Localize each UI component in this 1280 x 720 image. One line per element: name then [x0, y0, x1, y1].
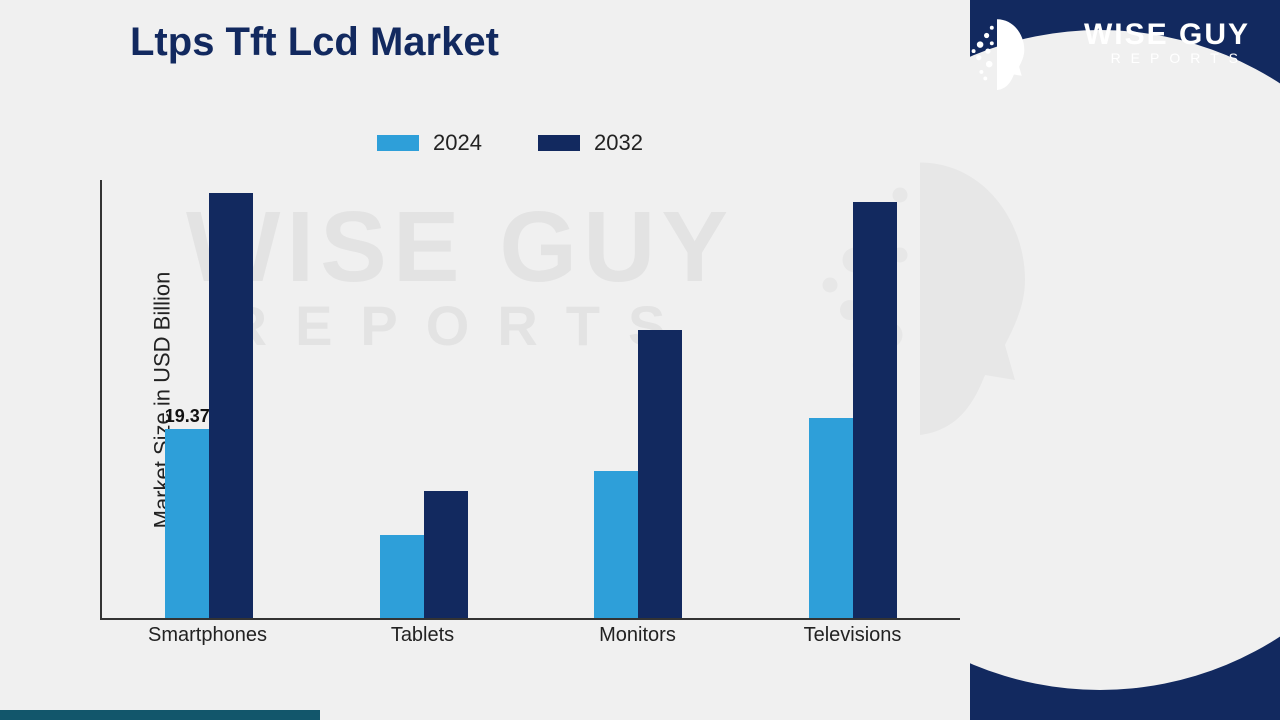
- stage: WISE GUY REPORTS Ltps Tft Lcd Market WIS…: [0, 0, 1280, 720]
- bar: [380, 535, 424, 618]
- bar-group: [558, 180, 718, 618]
- legend-swatch-2024: [377, 135, 419, 151]
- bar: [209, 193, 253, 618]
- x-tick-label: Tablets: [343, 624, 503, 647]
- bar: [424, 491, 468, 618]
- bar-group: 19.37: [129, 180, 289, 618]
- bottom-accent-bar: [0, 710, 320, 720]
- brand-line2: REPORTS: [1084, 50, 1250, 66]
- bar: [809, 418, 853, 618]
- legend-item-2024: 2024: [377, 130, 482, 156]
- bar-chart: 2024 2032 Market Size in USD Billion 19.…: [60, 130, 960, 670]
- x-axis-ticks: Smartphones Tablets Monitors Televisions: [100, 624, 960, 647]
- x-tick-label: Monitors: [558, 624, 718, 647]
- brand-head-icon: [962, 16, 1032, 94]
- x-tick-label: Smartphones: [128, 624, 288, 647]
- bar: [638, 330, 682, 618]
- brand-line1: WISE GUY: [1084, 18, 1250, 52]
- chart-title: Ltps Tft Lcd Market: [130, 20, 499, 65]
- legend-item-2032: 2032: [538, 130, 643, 156]
- bar-group: [773, 180, 933, 618]
- bar-value-label: 19.37: [165, 406, 210, 429]
- bar-groups: 19.37: [102, 180, 960, 618]
- legend-swatch-2032: [538, 135, 580, 151]
- bar: [594, 471, 638, 618]
- legend: 2024 2032: [60, 130, 960, 156]
- bar: 19.37: [165, 429, 209, 618]
- brand-logo-text: WISE GUY REPORTS: [1084, 18, 1250, 66]
- bar: [853, 202, 897, 618]
- legend-label-2032: 2032: [594, 130, 643, 156]
- x-tick-label: Televisions: [773, 624, 933, 647]
- bar-group: [344, 180, 504, 618]
- plot-area: 19.37: [100, 180, 960, 620]
- legend-label-2024: 2024: [433, 130, 482, 156]
